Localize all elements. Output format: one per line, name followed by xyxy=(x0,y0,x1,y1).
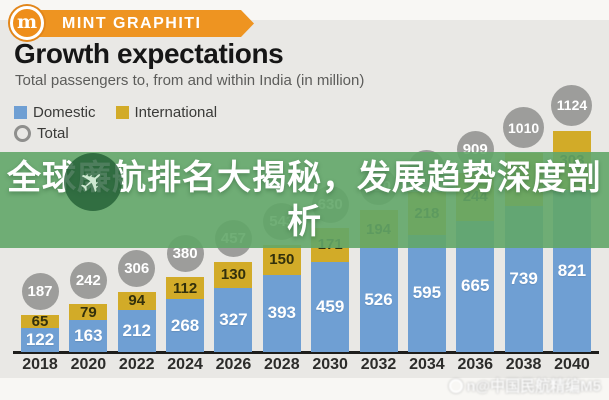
domestic-value-label: 526 xyxy=(364,290,393,310)
domestic-segment: 163 xyxy=(69,319,108,352)
total-badge: 242 xyxy=(69,262,107,300)
legend-label: International xyxy=(134,104,218,121)
x-tick-label: 2024 xyxy=(167,356,203,373)
x-tick-label: 2028 xyxy=(264,356,300,373)
watermark-text: n@中国民航精编M5 xyxy=(466,378,601,395)
brand-name: MINT GRAPHITI xyxy=(62,14,202,32)
domestic-segment: 122 xyxy=(21,327,59,352)
international-value-label: 112 xyxy=(172,279,198,297)
domestic-segment: 526 xyxy=(359,248,398,352)
international-segment: 150 xyxy=(262,245,301,275)
page-subtitle: Total passengers to, from and within Ind… xyxy=(15,72,365,89)
x-tick-label: 2018 xyxy=(22,356,58,373)
international-value-label: 65 xyxy=(31,313,49,331)
international-swatch-icon xyxy=(115,106,129,119)
domestic-value-label: 122 xyxy=(25,329,55,349)
total-badge: 187 xyxy=(21,273,59,311)
legend-item-international: International xyxy=(115,104,218,121)
domestic-value-label: 821 xyxy=(557,261,587,281)
x-tick-label: 2026 xyxy=(215,356,252,373)
international-value-label: 79 xyxy=(80,303,97,321)
mint-logo-icon: m xyxy=(10,6,44,40)
international-value-label: 94 xyxy=(128,292,146,310)
total-badge: 306 xyxy=(118,249,156,287)
total-badge: 1010 xyxy=(503,107,545,149)
weibo-watermark: n@中国民航精编M5 xyxy=(449,375,601,396)
legend-label: Total xyxy=(37,125,69,142)
x-tick-label: 2032 xyxy=(360,356,397,373)
legend-item-domestic: Domestic xyxy=(14,104,96,121)
international-segment: 65 xyxy=(21,313,59,331)
x-tick-label: 2034 xyxy=(409,356,445,373)
brand-ribbon: MINT GRAPHITI xyxy=(26,10,254,37)
domestic-value-label: 459 xyxy=(315,296,345,316)
legend-label: Domestic xyxy=(33,104,96,121)
x-tick-label: 2036 xyxy=(457,356,494,373)
international-segment: 130 xyxy=(214,261,253,288)
international-value-label: 150 xyxy=(269,251,295,269)
airplane-icon: ✈ xyxy=(64,153,122,211)
international-value-label: 130 xyxy=(220,266,246,284)
domestic-value-label: 212 xyxy=(122,321,151,341)
legend: Domestic International Total xyxy=(14,102,231,144)
domestic-value-label: 163 xyxy=(74,325,103,345)
weibo-eye-icon xyxy=(449,378,464,393)
x-tick-label: 2030 xyxy=(312,356,348,373)
overlay-text-line2: 析 xyxy=(287,203,322,241)
domestic-segment: 268 xyxy=(166,299,205,352)
x-axis-line xyxy=(13,351,599,354)
total-swatch-icon xyxy=(14,125,31,142)
x-tick-label: 2020 xyxy=(70,356,107,373)
domestic-swatch-icon xyxy=(14,106,27,119)
total-badge: 1124 xyxy=(551,84,593,126)
domestic-value-label: 268 xyxy=(170,315,200,335)
legend-item-total: Total xyxy=(14,125,69,142)
domestic-segment: 327 xyxy=(214,287,253,352)
domestic-value-label: 739 xyxy=(509,269,538,289)
page-title: Growth expectations xyxy=(14,38,284,69)
domestic-value-label: 327 xyxy=(219,309,248,329)
domestic-segment: 212 xyxy=(117,310,156,352)
x-tick-label: 2038 xyxy=(505,356,542,373)
domestic-value-label: 595 xyxy=(412,283,442,303)
international-segment: 94 xyxy=(117,291,156,311)
domestic-value-label: 393 xyxy=(267,303,296,323)
domestic-segment: 393 xyxy=(262,274,301,352)
domestic-segment: 459 xyxy=(311,261,350,352)
domestic-segment: 595 xyxy=(407,234,446,352)
green-overlay-banner: ✈ 全球廉航排名大揭秘，发展趋势深度剖 析 xyxy=(0,152,609,248)
international-segment: 79 xyxy=(69,303,108,321)
domestic-value-label: 665 xyxy=(461,276,490,296)
international-segment: 112 xyxy=(166,277,205,300)
x-tick-label: 2040 xyxy=(554,356,590,373)
x-tick-label: 2022 xyxy=(118,356,155,373)
